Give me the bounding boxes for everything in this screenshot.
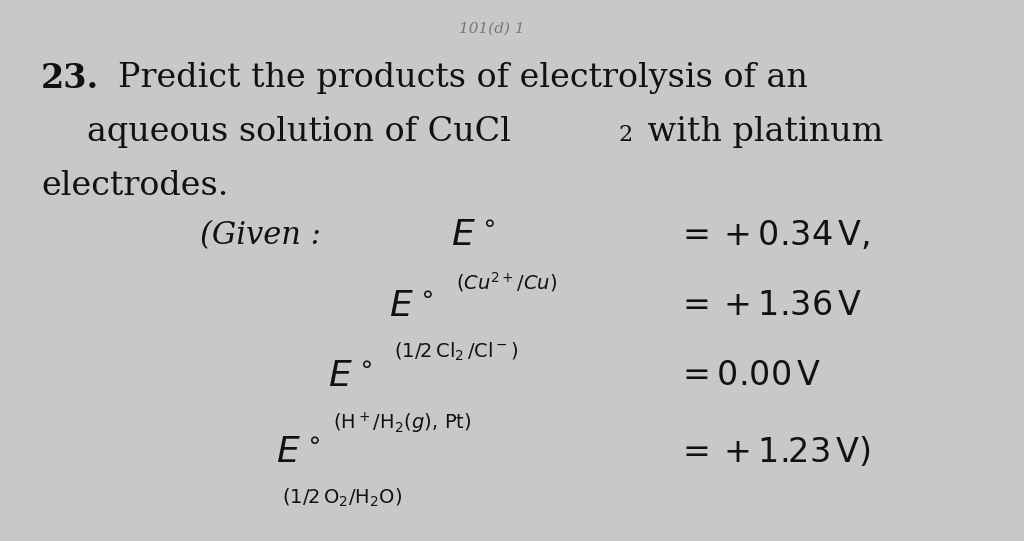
Text: $(1/2\,\mathrm{O}_2/\mathrm{H}_2\mathrm{O})$: $(1/2\,\mathrm{O}_2/\mathrm{H}_2\mathrm{… bbox=[282, 487, 401, 509]
Text: $(\mathrm{H}^+/\mathrm{H}_2(g),\,\mathrm{Pt})$: $(\mathrm{H}^+/\mathrm{H}_2(g),\,\mathrm… bbox=[333, 411, 471, 437]
Text: 2: 2 bbox=[618, 124, 633, 147]
Text: $\mathit{E}^\circ$: $\mathit{E}^\circ$ bbox=[389, 289, 433, 322]
Text: (Given :: (Given : bbox=[200, 220, 331, 251]
Text: $\mathit{E}^\circ$: $\mathit{E}^\circ$ bbox=[276, 435, 321, 469]
Text: Predict the products of electrolysis of an: Predict the products of electrolysis of … bbox=[118, 62, 808, 94]
Text: 23.: 23. bbox=[41, 62, 99, 95]
Text: $= 0.00\,\mathrm{V}$: $= 0.00\,\mathrm{V}$ bbox=[676, 360, 821, 392]
Text: $= +1.36\,\mathrm{V}$: $= +1.36\,\mathrm{V}$ bbox=[676, 289, 862, 322]
Text: aqueous solution of CuCl: aqueous solution of CuCl bbox=[87, 116, 511, 148]
Text: $\mathit{E}^\circ$: $\mathit{E}^\circ$ bbox=[328, 359, 372, 393]
Text: $\mathit{E}^\circ$: $\mathit{E}^\circ$ bbox=[451, 219, 495, 252]
Text: electrodes.: electrodes. bbox=[41, 170, 228, 202]
Text: $= + 0.34\,\mathrm{V,}$: $= + 0.34\,\mathrm{V,}$ bbox=[676, 219, 869, 252]
Text: $(1/2\,\mathrm{Cl}_2\,/\mathrm{Cl}^-)$: $(1/2\,\mathrm{Cl}_2\,/\mathrm{Cl}^-)$ bbox=[394, 341, 518, 363]
Text: $(Cu^{2+}/Cu)$: $(Cu^{2+}/Cu)$ bbox=[456, 270, 557, 294]
Text: with platinum: with platinum bbox=[637, 116, 883, 148]
Text: 101(d) 1: 101(d) 1 bbox=[459, 22, 524, 36]
Text: $= + 1.23\,\mathrm{V})$: $= + 1.23\,\mathrm{V})$ bbox=[676, 435, 870, 469]
